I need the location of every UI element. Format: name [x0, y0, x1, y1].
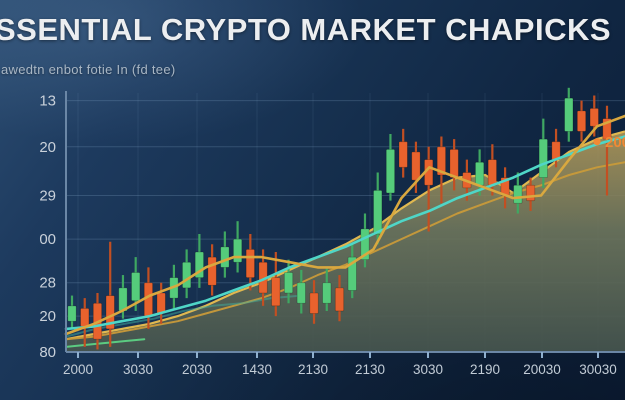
candle-up [67, 295, 77, 329]
y-axis-labels: 13 20 29 00 28 20 80 [39, 93, 56, 361]
x-tick-label: 30030 [579, 362, 617, 377]
candle-down [576, 100, 587, 142]
candle-down [334, 275, 345, 322]
y-tick-label: 00 [39, 231, 56, 248]
candle-down [309, 280, 319, 324]
candle-down [487, 144, 497, 196]
y-tick-label: 20 [39, 139, 56, 156]
y-tick-label: 29 [39, 188, 56, 205]
y-tick-label: 28 [39, 275, 56, 292]
candle-down [271, 251, 281, 317]
x-tick-label: 1430 [242, 362, 272, 377]
x-tick-label: 2000 [63, 362, 93, 377]
candle-up [385, 133, 396, 201]
candle-up [322, 267, 332, 311]
x-tick-label: 3030 [123, 362, 153, 377]
candle-down [449, 139, 459, 191]
candle-up [220, 231, 230, 278]
candle-down [436, 136, 447, 204]
candle-down [105, 241, 115, 347]
candle-down [143, 267, 154, 329]
candle-up [232, 221, 243, 273]
x-axis-labels: 2000 3030 2030 1430 2130 2130 3030 2190 20030 300… [63, 352, 617, 377]
green-accent [65, 338, 146, 348]
x-tick-label: 2030 [182, 362, 212, 377]
candle-up [194, 234, 204, 288]
x-tick-label: 3030 [413, 362, 443, 377]
price-marker: 200 [593, 134, 625, 151]
candle-down [398, 128, 408, 178]
x-tick-label: 2130 [298, 362, 328, 377]
candle-up [296, 269, 306, 314]
y-tick-label: 20 [39, 308, 56, 325]
page-subtitle: awedtn enbot fotie In (fd tee) [1, 62, 176, 77]
y-tick-label: 80 [39, 344, 56, 361]
ma-cyan [64, 135, 625, 331]
price-marker-dot [593, 138, 601, 146]
candle-down [80, 298, 90, 347]
price-marker-label: 200 [605, 134, 625, 151]
ma-gold-fast [64, 114, 625, 336]
y-tick-label: 13 [39, 93, 56, 110]
candle-down [258, 249, 268, 306]
page-title: SSENTIAL CRYPTO MARKET CHAPICKS [0, 12, 612, 47]
candle-down [207, 244, 217, 296]
candle-down [424, 146, 434, 232]
candle-up [538, 118, 548, 188]
x-tick-label: 20030 [523, 362, 561, 377]
x-tick-label: 2130 [355, 362, 385, 377]
candle-down [411, 141, 421, 193]
candle-up [564, 87, 574, 142]
area-indicator-edge [65, 130, 625, 341]
candle-up [182, 249, 192, 299]
x-tick-label: 2190 [470, 362, 500, 377]
teal-secondary [65, 294, 302, 338]
